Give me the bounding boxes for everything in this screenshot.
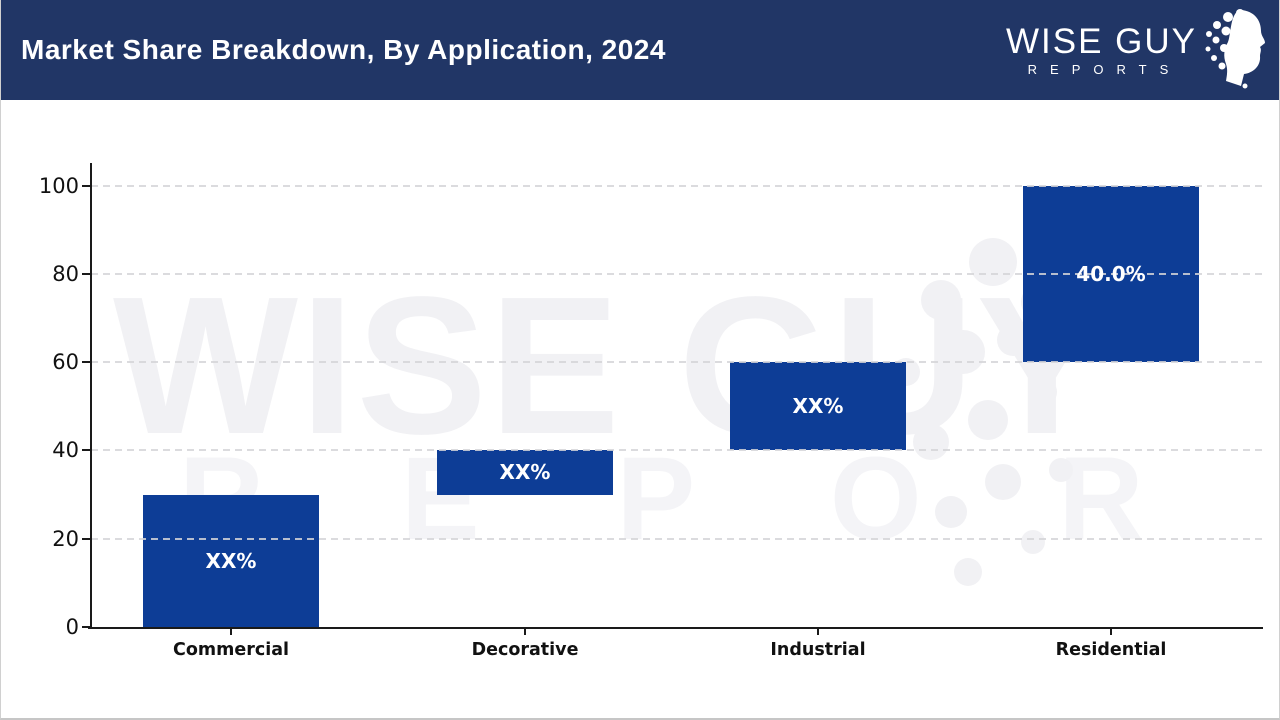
x-category-label: Decorative bbox=[471, 640, 579, 660]
bar-industrial bbox=[730, 362, 906, 451]
y-tick-mark bbox=[82, 361, 90, 364]
bar-value-label: 40.0% bbox=[1076, 261, 1146, 286]
gridline bbox=[91, 272, 1263, 275]
y-tick-label: 80 bbox=[52, 261, 79, 286]
page-title: Market Share Breakdown, By Application, … bbox=[21, 34, 666, 65]
header-band: Market Share Breakdown, By Application, … bbox=[1, 0, 1279, 100]
bar-commercial bbox=[143, 494, 319, 627]
x-category-label: Industrial bbox=[770, 640, 866, 660]
y-tick-mark bbox=[82, 272, 90, 275]
brand-subname: REPORTS bbox=[1027, 61, 1182, 77]
brand-name: WISE GUY bbox=[1005, 21, 1197, 61]
y-tick-label: 0 bbox=[65, 615, 79, 639]
x-category-label: Residential bbox=[1055, 640, 1167, 660]
bar-value-label: XX% bbox=[205, 548, 257, 573]
y-tick-mark bbox=[82, 184, 90, 187]
x-category-label: Commercial bbox=[172, 640, 290, 660]
bar-decorative bbox=[437, 450, 613, 495]
x-tick-mark bbox=[817, 627, 819, 635]
brand-face-icon bbox=[1205, 9, 1265, 89]
x-axis-line bbox=[88, 627, 1263, 629]
x-tick-mark bbox=[524, 627, 526, 635]
brand-logo-text: WISE GUY REPORTS bbox=[1005, 21, 1197, 77]
gridline bbox=[91, 449, 1263, 452]
y-tick-mark bbox=[82, 537, 90, 540]
bar-value-label: XX% bbox=[499, 460, 551, 485]
gridline bbox=[91, 537, 1263, 540]
y-axis-line bbox=[90, 163, 92, 629]
y-tick-mark bbox=[82, 626, 90, 628]
y-tick-label: 20 bbox=[52, 526, 79, 551]
y-tick-label: 40 bbox=[52, 438, 79, 463]
x-tick-mark bbox=[230, 627, 232, 635]
brand-logo: WISE GUY REPORTS bbox=[1006, 8, 1265, 92]
y-tick-label: 60 bbox=[52, 350, 79, 375]
gridline bbox=[91, 361, 1263, 364]
y-tick-mark bbox=[82, 449, 90, 452]
gridline bbox=[91, 184, 1263, 187]
x-tick-mark bbox=[1110, 627, 1112, 635]
y-tick-label: 100 bbox=[38, 173, 79, 198]
bar-value-label: XX% bbox=[792, 394, 844, 419]
